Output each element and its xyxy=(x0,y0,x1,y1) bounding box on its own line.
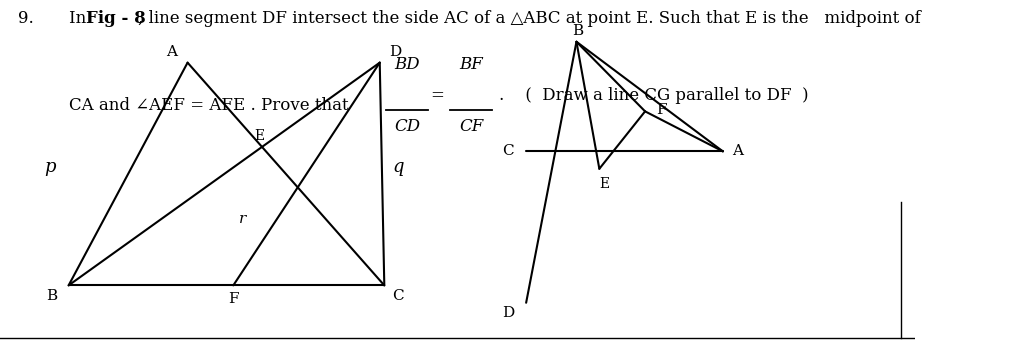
Text: D: D xyxy=(389,45,401,59)
Text: In: In xyxy=(69,10,91,27)
Text: , line segment DF intersect the side AC of a △ABC at point E. Such that E is the: , line segment DF intersect the side AC … xyxy=(138,10,921,27)
Text: 9.: 9. xyxy=(18,10,34,27)
Text: B: B xyxy=(571,24,583,38)
Text: A: A xyxy=(166,45,176,59)
Text: .    (  Draw a line CG parallel to DF  ): . ( Draw a line CG parallel to DF ) xyxy=(499,87,808,104)
Text: E: E xyxy=(599,177,609,191)
Text: C: C xyxy=(391,289,403,303)
Text: B: B xyxy=(46,289,57,303)
Text: E: E xyxy=(254,129,264,143)
Text: q: q xyxy=(392,158,403,176)
Text: r: r xyxy=(239,212,246,226)
Text: F: F xyxy=(228,292,239,306)
Text: D: D xyxy=(502,306,514,320)
Text: C: C xyxy=(503,144,514,158)
Text: p: p xyxy=(45,158,56,176)
Text: CA and ∠AEF = AFE . Prove that: CA and ∠AEF = AFE . Prove that xyxy=(69,97,353,114)
Text: BD: BD xyxy=(394,56,420,73)
Text: =: = xyxy=(430,87,444,104)
Text: CD: CD xyxy=(394,118,420,135)
Text: BF: BF xyxy=(460,56,483,73)
Text: CF: CF xyxy=(459,118,483,135)
Text: Fig - 8: Fig - 8 xyxy=(86,10,145,27)
Text: A: A xyxy=(732,144,743,158)
Text: F: F xyxy=(656,103,667,117)
